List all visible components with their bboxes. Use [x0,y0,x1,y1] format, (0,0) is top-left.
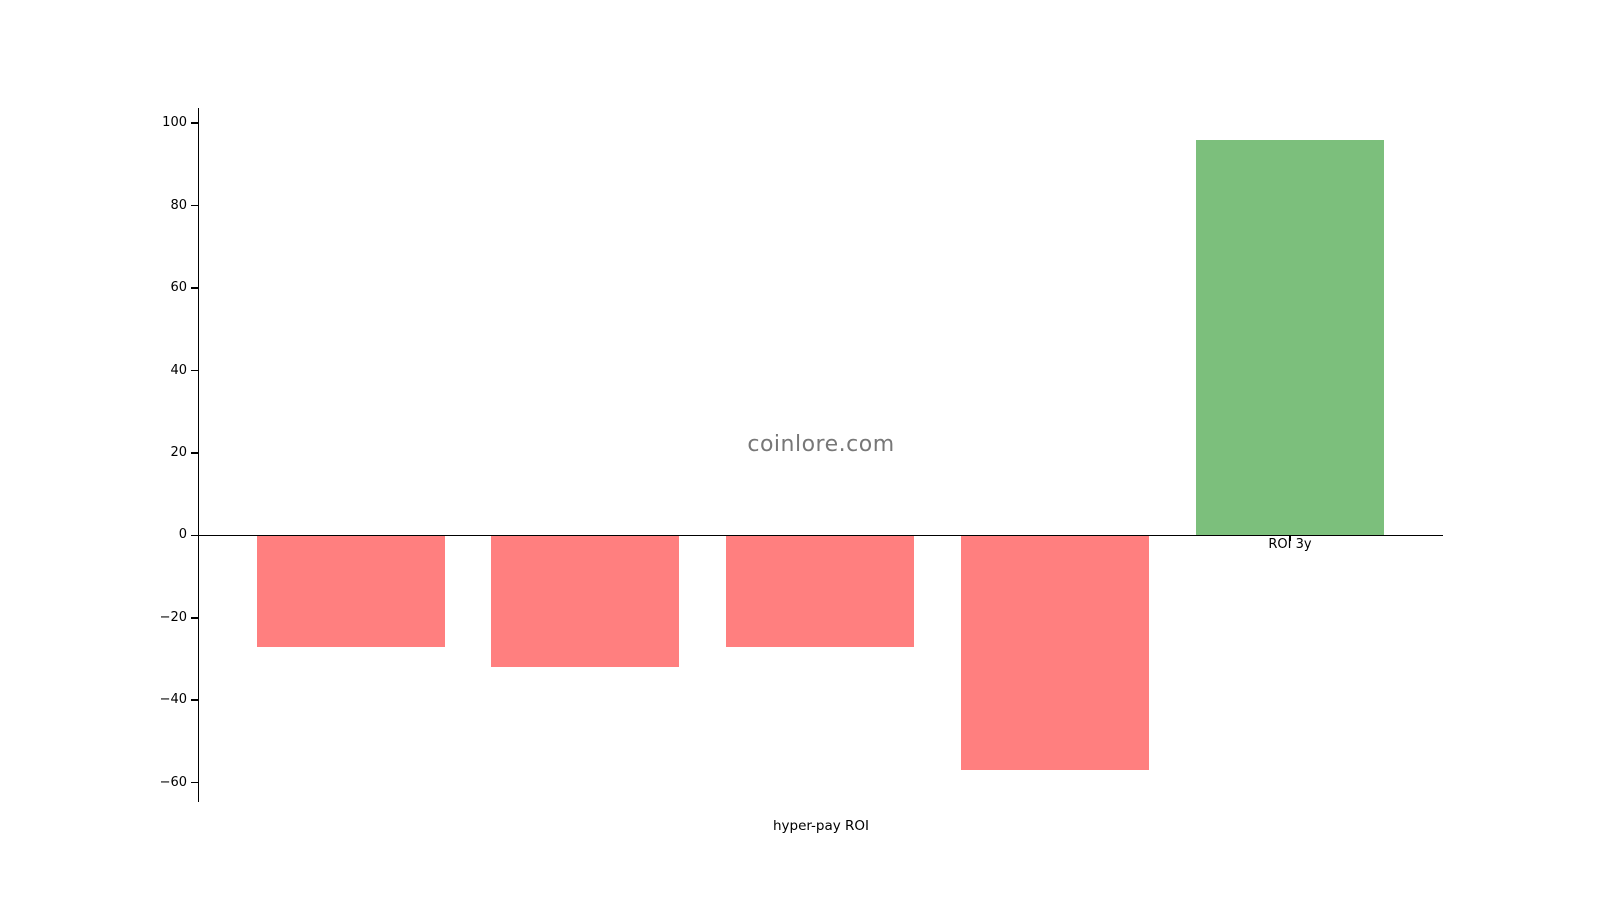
y-tick-mark [191,204,199,207]
y-axis-spine [197,108,199,802]
y-tick-label: −20 [159,609,187,625]
y-tick-label: −60 [159,774,187,790]
y-tick-mark [191,287,199,289]
y-tick-mark [191,781,199,784]
y-tick-mark [191,452,199,454]
watermark: coinlore.com [747,432,895,457]
y-tick-label: 100 [162,115,187,131]
y-tick-mark [191,617,199,619]
y-tick-label: −40 [159,692,187,708]
y-tick-label: 20 [170,444,187,460]
bar-roi-3y [1196,139,1384,535]
bar-category-3 [726,536,915,647]
y-tick-mark [191,122,199,124]
y-tick-mark [191,369,199,372]
bar-category-2 [491,536,680,668]
bar-category-4 [961,536,1150,771]
y-tick-label: 80 [170,197,187,213]
x-tick-mark [1289,536,1291,542]
x-axis-zero-line [197,534,1443,537]
bar-category-1 [256,536,445,647]
y-tick-label: 0 [178,527,187,543]
y-tick-mark [191,699,199,701]
y-tick-mark [191,534,199,537]
y-tick-label: 60 [170,280,187,296]
x-tick-label: ROI 3y [1268,537,1312,553]
y-tick-label: 40 [170,362,187,378]
x-axis-label: hyper-pay ROI [772,818,870,834]
